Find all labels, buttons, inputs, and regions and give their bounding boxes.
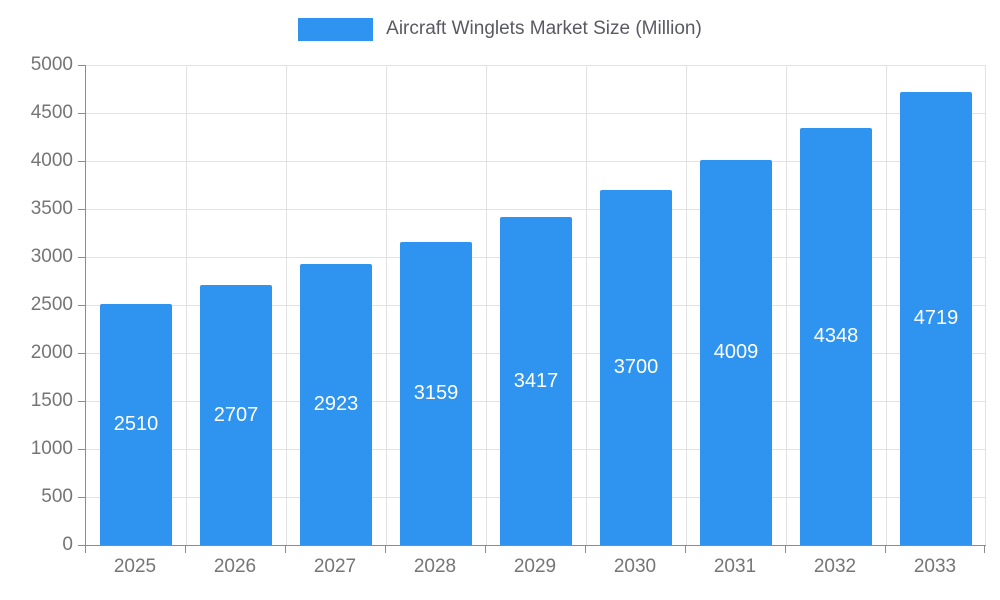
bar-value-label: 3417 bbox=[513, 369, 559, 392]
x-axis-tick-label: 2029 bbox=[513, 556, 557, 577]
x-axis-tick bbox=[385, 546, 386, 553]
x-axis-tick bbox=[485, 546, 486, 553]
bar: 3417 bbox=[500, 217, 572, 545]
y-axis-tick-label: 4500 bbox=[30, 102, 73, 123]
y-axis-tick bbox=[78, 161, 85, 162]
x-axis-tick-label: 2030 bbox=[613, 556, 657, 577]
x-axis-tick-label: 2033 bbox=[913, 556, 957, 577]
y-axis-tick-label: 2500 bbox=[30, 294, 73, 315]
x-axis-tick bbox=[85, 546, 86, 553]
bar-value-label: 3700 bbox=[613, 356, 659, 378]
grid-line-vertical bbox=[786, 65, 787, 545]
x-axis-tick bbox=[885, 546, 886, 553]
bar: 4009 bbox=[700, 160, 772, 545]
y-axis-tick-label: 0 bbox=[62, 534, 73, 555]
y-axis-tick-label: 1500 bbox=[30, 390, 73, 411]
x-axis-tick bbox=[785, 546, 786, 553]
y-axis-tick-label: 500 bbox=[41, 486, 73, 507]
grid-line-vertical bbox=[486, 65, 487, 545]
y-axis-tick-label: 3500 bbox=[30, 198, 73, 219]
grid-line-horizontal bbox=[86, 113, 986, 114]
x-axis-tick bbox=[285, 546, 286, 553]
bar-value-label: 3159 bbox=[413, 382, 459, 404]
legend-swatch-icon bbox=[298, 17, 374, 41]
plot-area: 2510 2707 2923 3159 3417 3700 4009 4348 4719 bbox=[85, 65, 986, 546]
bar: 4719 bbox=[900, 92, 972, 545]
x-axis-tick-label: 2025 bbox=[113, 556, 157, 577]
bar: 4348 bbox=[800, 128, 872, 545]
y-axis-tick-label: 4000 bbox=[30, 150, 73, 171]
y-axis-tick bbox=[78, 65, 85, 66]
x-axis-tick-label: 2027 bbox=[313, 556, 357, 577]
x-axis-tick-label: 2028 bbox=[413, 556, 457, 577]
bar-value-label: 2510 bbox=[113, 413, 159, 435]
bar: 2923 bbox=[300, 264, 372, 545]
y-axis-tick-label: 5000 bbox=[30, 54, 73, 75]
bar: 2510 bbox=[100, 304, 172, 545]
y-axis-tick bbox=[78, 401, 85, 402]
bar: 2707 bbox=[200, 285, 272, 545]
bar-value-label: 4009 bbox=[713, 341, 759, 363]
bar-value-label: 4719 bbox=[913, 307, 959, 329]
bar-value-label: 4348 bbox=[813, 325, 859, 347]
x-axis-tick bbox=[585, 546, 586, 553]
grid-line-vertical bbox=[886, 65, 887, 545]
y-axis-tick bbox=[78, 353, 85, 354]
legend-label: Aircraft Winglets Market Size (Million) bbox=[386, 18, 702, 39]
bar: 3159 bbox=[400, 242, 472, 545]
grid-line-vertical bbox=[985, 65, 986, 545]
grid-line-vertical bbox=[286, 65, 287, 545]
y-axis-tick-label: 3000 bbox=[30, 246, 73, 267]
y-axis-tick bbox=[78, 113, 85, 114]
x-axis-tick-label: 2031 bbox=[713, 556, 757, 577]
grid-line-horizontal bbox=[86, 209, 986, 210]
x-axis-tick-label: 2032 bbox=[813, 556, 857, 577]
y-axis-tick-label: 1000 bbox=[30, 438, 73, 459]
bar-value-label: 2923 bbox=[313, 393, 359, 415]
grid-line-vertical bbox=[186, 65, 187, 545]
grid-line-horizontal bbox=[86, 161, 986, 162]
y-axis-tick bbox=[78, 545, 85, 546]
grid-line-horizontal bbox=[86, 65, 986, 66]
y-axis-tick-label: 2000 bbox=[30, 342, 73, 363]
grid-line-vertical bbox=[586, 65, 587, 545]
legend[interactable]: Aircraft Winglets Market Size (Million) bbox=[0, 16, 1000, 42]
grid-line-vertical bbox=[386, 65, 387, 545]
x-axis-tick bbox=[685, 546, 686, 553]
grid-line-vertical bbox=[686, 65, 687, 545]
x-axis-tick bbox=[185, 546, 186, 553]
x-axis-tick-label: 2026 bbox=[213, 556, 257, 577]
y-axis-tick bbox=[78, 305, 85, 306]
x-axis-tick bbox=[984, 546, 985, 553]
bar-value-label: 2707 bbox=[213, 403, 259, 426]
y-axis-tick bbox=[78, 497, 85, 498]
y-axis-tick bbox=[78, 209, 85, 210]
y-axis-tick bbox=[78, 449, 85, 450]
bar: 3700 bbox=[600, 190, 672, 545]
y-axis-tick bbox=[78, 257, 85, 258]
